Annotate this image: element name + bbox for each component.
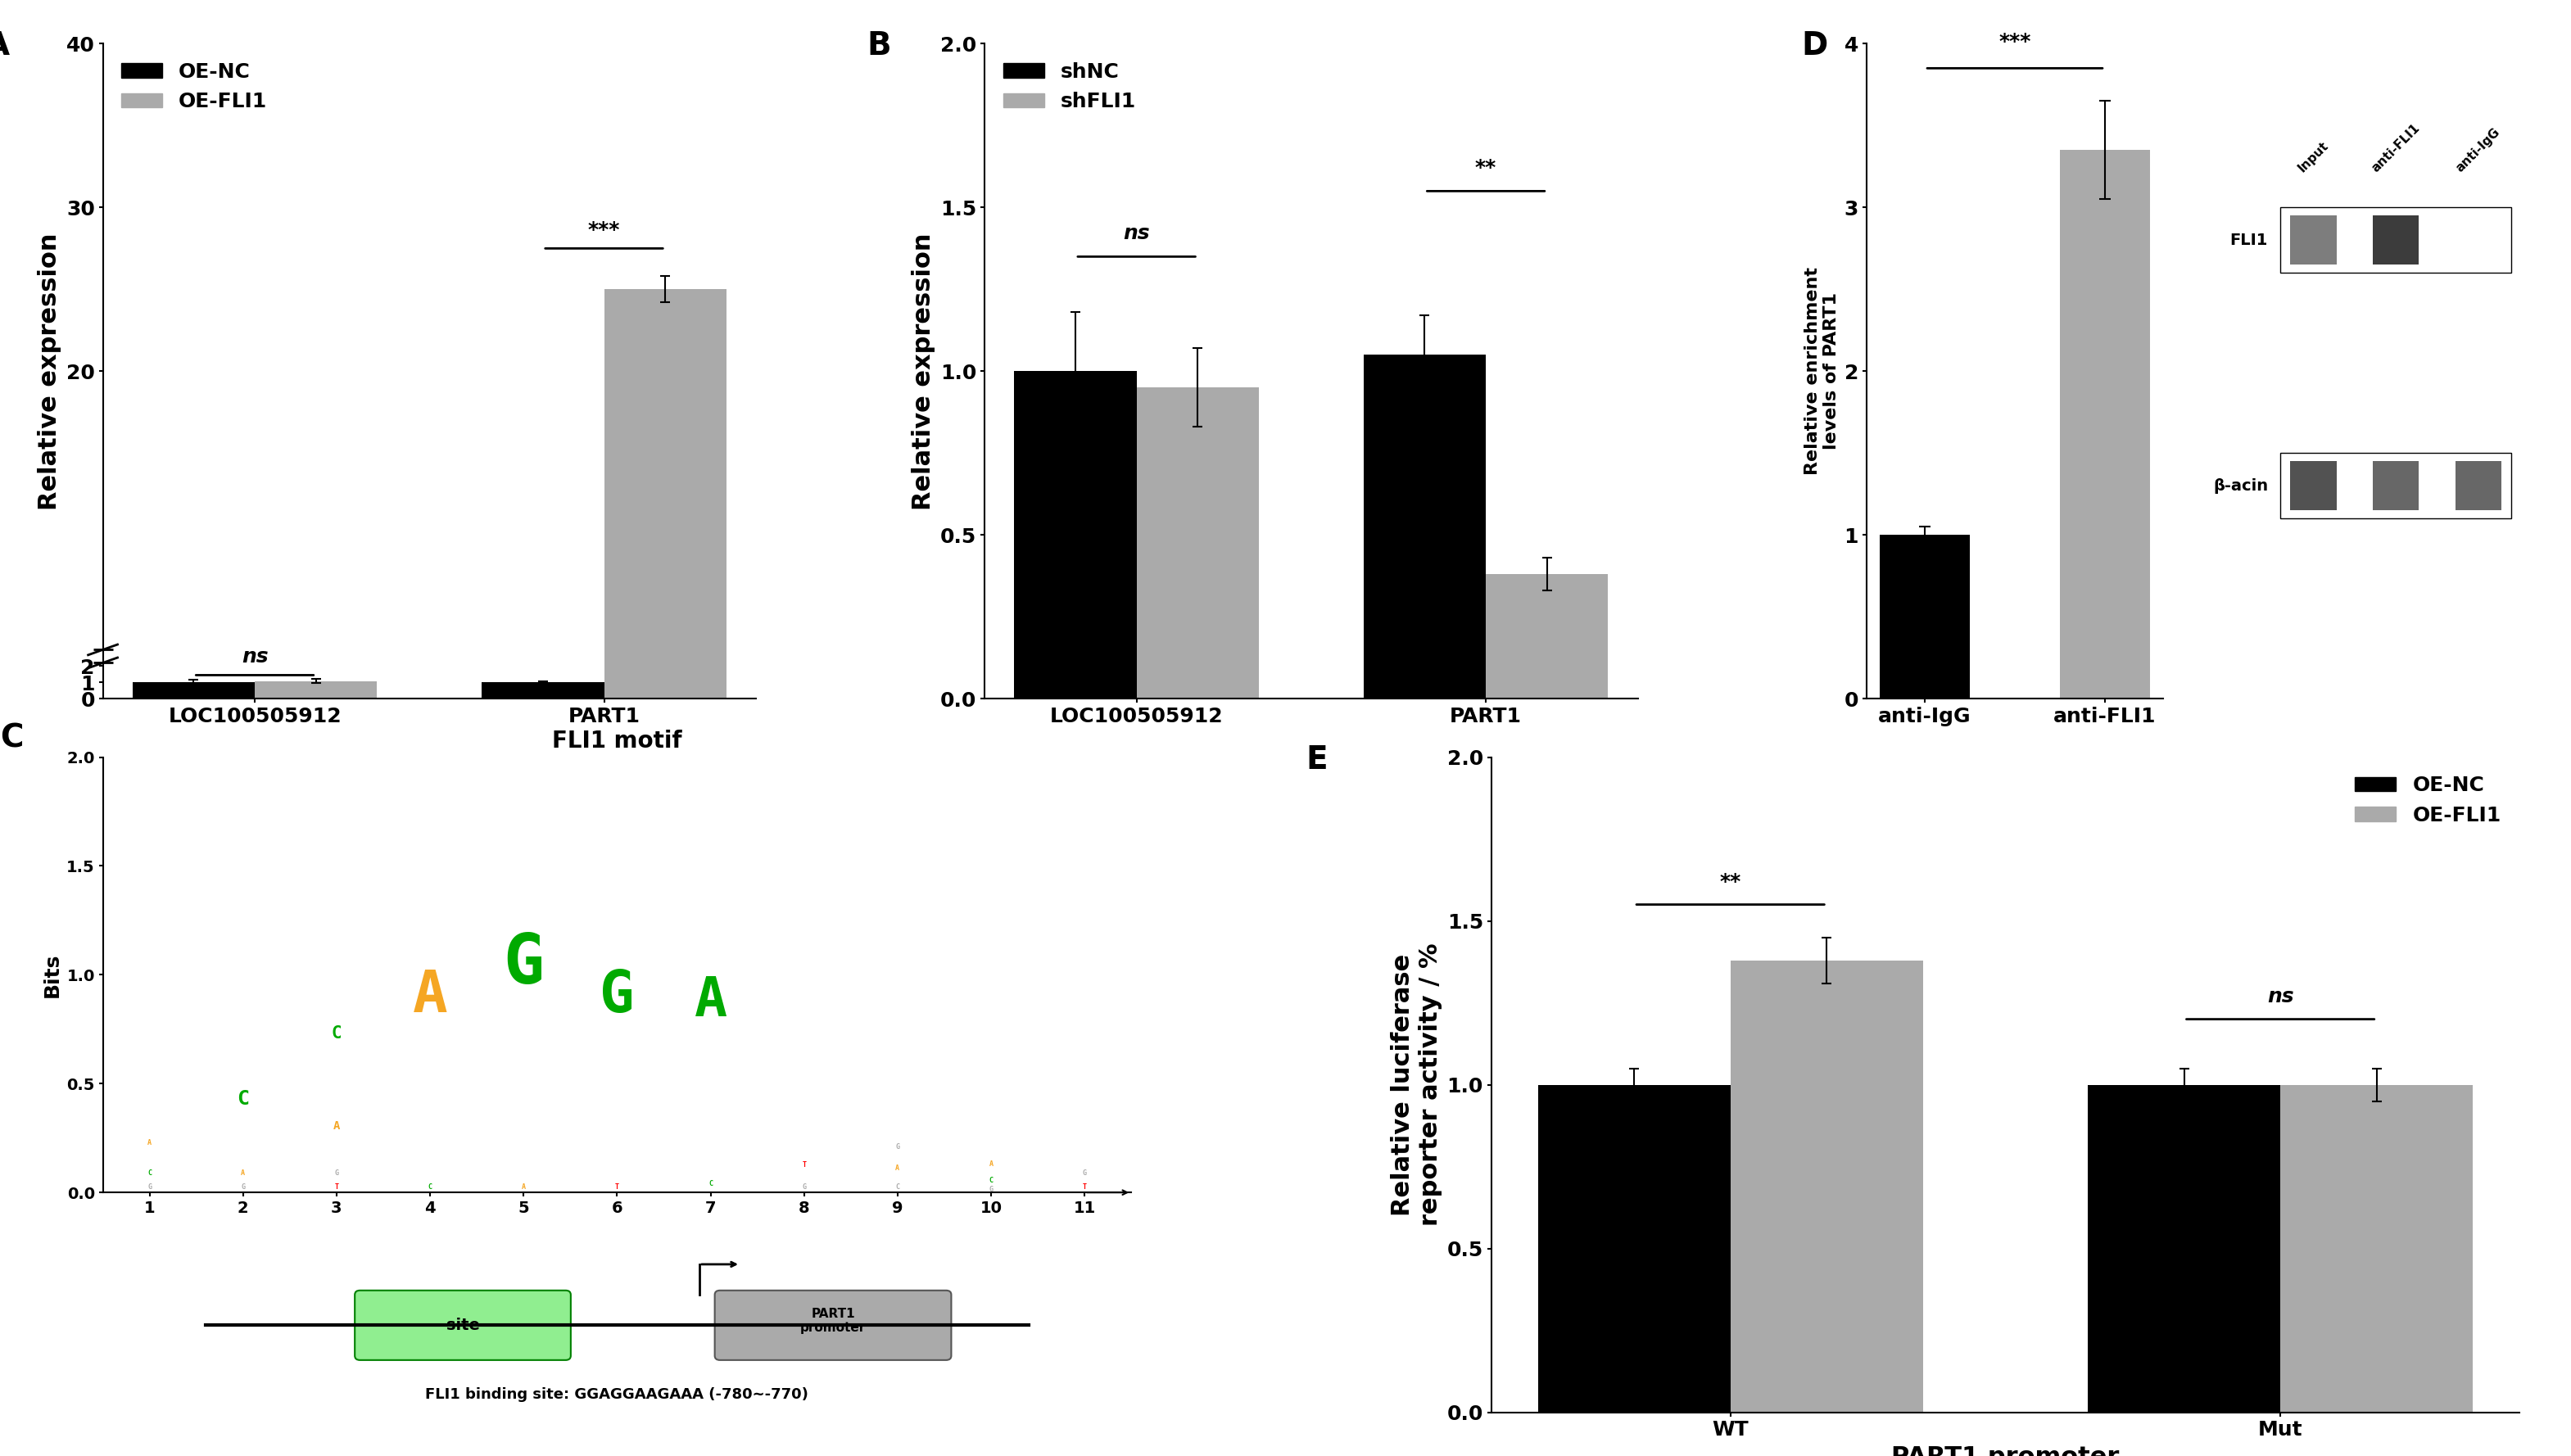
Y-axis label: Relative enrichment
levels of PART1: Relative enrichment levels of PART1: [1805, 268, 1841, 475]
Text: G: G: [334, 1169, 339, 1176]
Bar: [1136, 387, 1260, 699]
Text: B: B: [866, 31, 892, 61]
Text: A: A: [411, 968, 447, 1025]
Text: β-acin: β-acin: [2214, 478, 2268, 494]
Text: G: G: [802, 1184, 807, 1191]
Text: A: A: [990, 1160, 992, 1168]
Text: T: T: [802, 1162, 807, 1169]
Text: C: C: [237, 1089, 249, 1108]
Text: E: E: [1306, 744, 1327, 775]
Text: ns: ns: [2268, 987, 2293, 1006]
Bar: [134, 683, 255, 699]
Bar: [2455, 215, 2502, 265]
Text: A: A: [895, 1165, 900, 1172]
Legend: shNC, shFLI1: shNC, shFLI1: [995, 54, 1144, 119]
Text: anti-FLI1: anti-FLI1: [2370, 122, 2422, 175]
Text: T: T: [614, 1184, 620, 1191]
Text: G: G: [504, 930, 545, 997]
Bar: [604, 290, 728, 699]
Bar: [2280, 453, 2512, 518]
Y-axis label: Relative expression: Relative expression: [39, 233, 62, 510]
Y-axis label: Relative expression: Relative expression: [913, 233, 936, 510]
Text: ns: ns: [242, 648, 267, 667]
Text: Input: Input: [2296, 140, 2332, 175]
Title: FLI1 motif: FLI1 motif: [553, 729, 681, 753]
Text: T: T: [1082, 1184, 1088, 1191]
Bar: [255, 681, 378, 699]
Bar: [2059, 150, 2149, 699]
Text: G: G: [242, 1184, 244, 1191]
Bar: [1363, 355, 1486, 699]
Text: T: T: [334, 1184, 339, 1191]
Bar: [481, 683, 604, 699]
Bar: [2291, 462, 2337, 511]
Bar: [2088, 1085, 2280, 1412]
Text: C: C: [710, 1179, 712, 1188]
Text: C: C: [0, 722, 23, 753]
Text: G: G: [147, 1184, 152, 1191]
Text: A: A: [694, 974, 728, 1028]
Bar: [2373, 462, 2419, 511]
Text: G: G: [990, 1185, 992, 1192]
Text: **: **: [1720, 872, 1741, 891]
Text: site: site: [445, 1318, 481, 1334]
Bar: [1537, 1085, 1730, 1412]
Text: A: A: [147, 1139, 152, 1146]
Legend: OE-NC, OE-FLI1: OE-NC, OE-FLI1: [113, 54, 275, 119]
Text: FLI1: FLI1: [2229, 233, 2268, 248]
Text: ns: ns: [1124, 224, 1149, 243]
Text: C: C: [990, 1176, 992, 1184]
Bar: [1486, 574, 1607, 699]
Bar: [1730, 961, 1923, 1412]
Text: D: D: [1802, 31, 1828, 61]
Text: ***: ***: [589, 221, 620, 240]
Bar: [1879, 534, 1969, 699]
Bar: [2373, 215, 2419, 265]
Text: C: C: [895, 1184, 900, 1191]
FancyBboxPatch shape: [715, 1290, 951, 1360]
Y-axis label: Bits: Bits: [41, 952, 62, 997]
Text: C: C: [427, 1184, 432, 1191]
Bar: [1016, 371, 1136, 699]
Text: A: A: [334, 1120, 339, 1131]
Legend: OE-NC, OE-FLI1: OE-NC, OE-FLI1: [2347, 767, 2509, 833]
Text: G: G: [895, 1143, 900, 1150]
Text: PART1
promoter: PART1 promoter: [800, 1307, 866, 1334]
Text: A: A: [242, 1169, 244, 1176]
Bar: [2291, 215, 2337, 265]
Text: **: **: [1476, 159, 1496, 178]
Bar: [2455, 462, 2502, 511]
Text: A: A: [0, 31, 10, 61]
Text: FLI1 binding site: GGAGGAAGAAA (-780~-770): FLI1 binding site: GGAGGAAGAAA (-780~-77…: [424, 1388, 810, 1402]
Text: G: G: [599, 968, 635, 1025]
X-axis label: PART1 promoter: PART1 promoter: [1892, 1446, 2119, 1456]
Text: G: G: [1082, 1169, 1088, 1176]
Text: A: A: [522, 1184, 524, 1191]
Y-axis label: Relative luciferase
reporter activity / %: Relative luciferase reporter activity / …: [1391, 943, 1442, 1226]
Bar: [2280, 1085, 2473, 1412]
Text: C: C: [332, 1025, 342, 1041]
Text: anti-IgG: anti-IgG: [2455, 127, 2502, 175]
Text: ***: ***: [1998, 32, 2031, 52]
FancyBboxPatch shape: [355, 1290, 571, 1360]
Bar: [2280, 207, 2512, 272]
Text: C: C: [147, 1169, 152, 1176]
